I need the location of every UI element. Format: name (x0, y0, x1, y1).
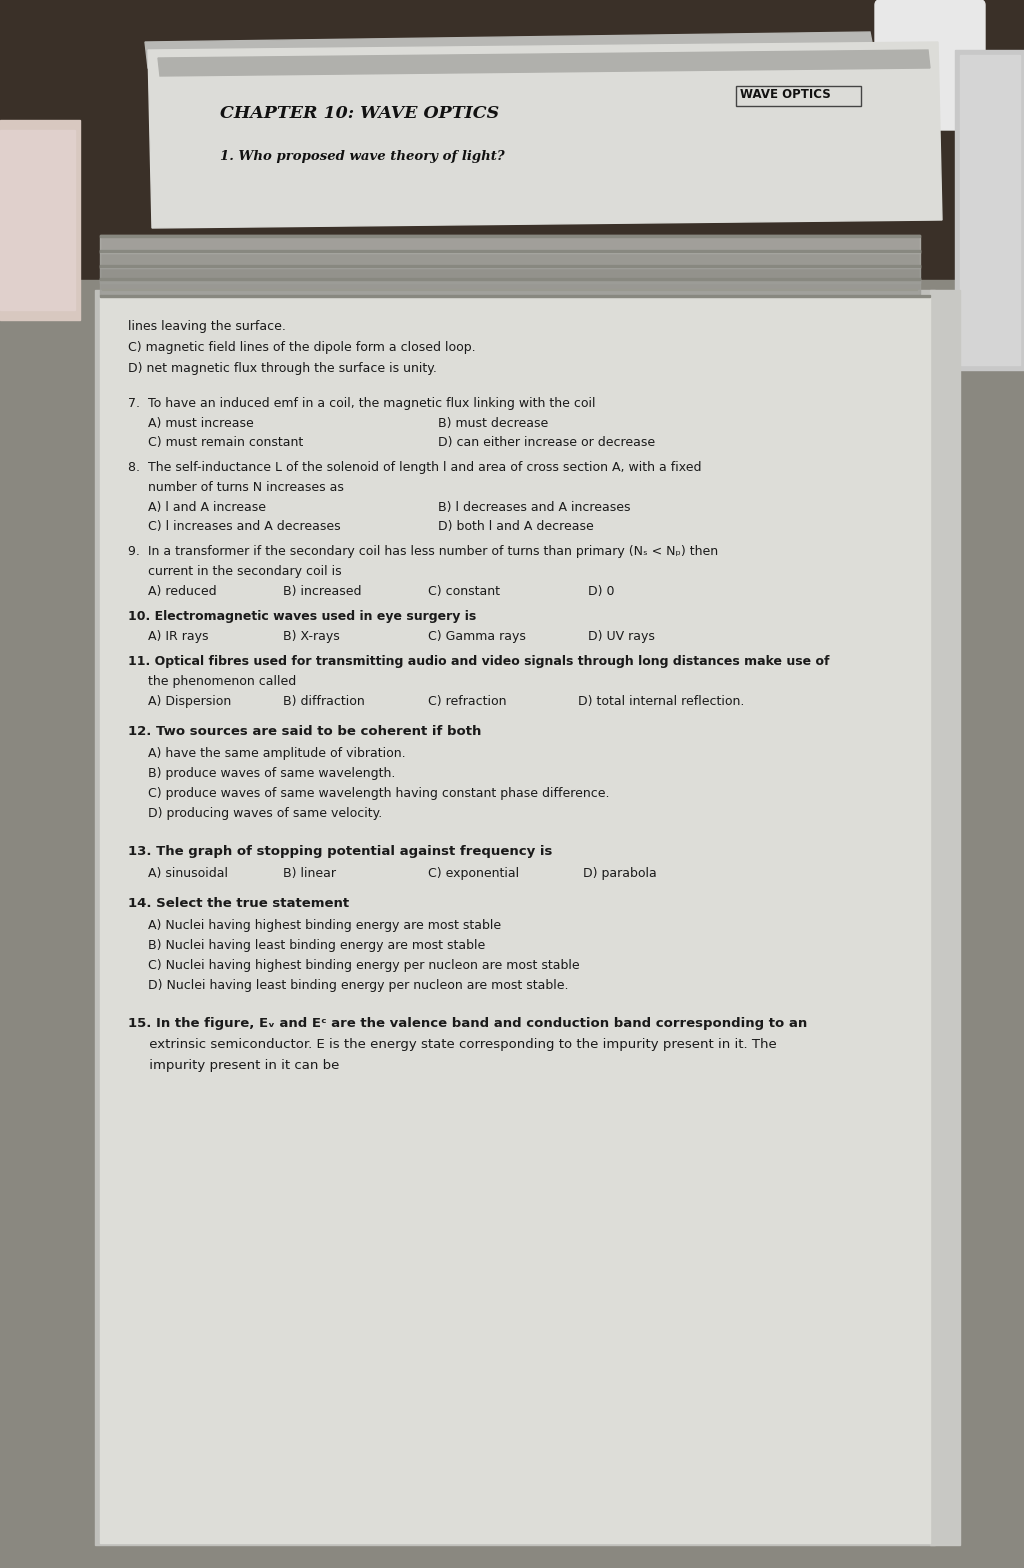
Polygon shape (158, 50, 930, 75)
Text: D) producing waves of same velocity.: D) producing waves of same velocity. (148, 808, 382, 820)
Bar (961, 55, 1020, 365)
Text: WAVE OPTICS: WAVE OPTICS (740, 88, 830, 100)
Bar (0, 0, 1024, 281)
Text: the phenomenon called: the phenomenon called (128, 674, 296, 688)
Text: A) must increase: A) must increase (148, 417, 254, 430)
Text: 11. Optical fibres used for transmitting audio and video signals through long di: 11. Optical fibres used for transmitting… (128, 655, 829, 668)
Text: C) magnetic field lines of the dipole form a closed loop.: C) magnetic field lines of the dipole fo… (128, 340, 475, 354)
Text: 9.  In a transformer if the secondary coil has less number of turns than primary: 9. In a transformer if the secondary coi… (128, 546, 718, 558)
Text: D) can either increase or decrease: D) can either increase or decrease (438, 436, 655, 448)
Bar (736, 86, 861, 107)
Text: B) increased: B) increased (283, 585, 361, 597)
Text: 8.  The self-inductance L of the solenoid of length l and area of cross section : 8. The self-inductance L of the solenoid… (128, 461, 701, 474)
Text: B) Nuclei having least binding energy are most stable: B) Nuclei having least binding energy ar… (148, 939, 485, 952)
FancyBboxPatch shape (874, 0, 985, 130)
Text: B) must decrease: B) must decrease (438, 417, 548, 430)
Text: 12. Two sources are said to be coherent if both: 12. Two sources are said to be coherent … (128, 724, 481, 739)
Text: extrinsic semiconductor. E is the energy state corresponding to the impurity pre: extrinsic semiconductor. E is the energy… (128, 1038, 777, 1051)
Text: C) constant: C) constant (428, 585, 500, 597)
Text: D) Nuclei having least binding energy per nucleon are most stable.: D) Nuclei having least binding energy pe… (148, 978, 568, 993)
Text: lines leaving the surface.: lines leaving the surface. (128, 320, 286, 332)
Text: D) total internal reflection.: D) total internal reflection. (578, 695, 744, 709)
Text: C) Nuclei having highest binding energy per nucleon are most stable: C) Nuclei having highest binding energy … (148, 960, 580, 972)
Text: B) X-rays: B) X-rays (283, 630, 340, 643)
Text: A) reduced: A) reduced (148, 585, 217, 597)
Bar (95, 290, 935, 1544)
Text: D) net magnetic flux through the surface is unity.: D) net magnetic flux through the surface… (128, 362, 437, 375)
Text: 13. The graph of stopping potential against frequency is: 13. The graph of stopping potential agai… (128, 845, 552, 858)
Text: A) have the same amplitude of vibration.: A) have the same amplitude of vibration. (148, 746, 406, 760)
Text: B) diffraction: B) diffraction (283, 695, 365, 709)
Text: C) l increases and A decreases: C) l increases and A decreases (148, 521, 341, 533)
Text: C) produce waves of same wavelength having constant phase difference.: C) produce waves of same wavelength havi… (148, 787, 609, 800)
Text: 15. In the figure, Eᵥ and Eᶜ are the valence band and conduction band correspond: 15. In the figure, Eᵥ and Eᶜ are the val… (128, 1018, 807, 1030)
Text: C) Gamma rays: C) Gamma rays (428, 630, 526, 643)
Bar (955, 50, 1024, 370)
Polygon shape (145, 31, 874, 67)
Text: D) UV rays: D) UV rays (588, 630, 655, 643)
Bar (100, 295, 930, 296)
Text: 7.  To have an induced emf in a coil, the magnetic flux linking with the coil: 7. To have an induced emf in a coil, the… (128, 397, 596, 409)
Text: A) Nuclei having highest binding energy are most stable: A) Nuclei having highest binding energy … (148, 919, 501, 931)
Bar (100, 249, 920, 268)
Text: D) parabola: D) parabola (583, 867, 656, 880)
Text: A) l and A increase: A) l and A increase (148, 502, 266, 514)
Text: CHAPTER 10: WAVE OPTICS: CHAPTER 10: WAVE OPTICS (220, 105, 499, 122)
Text: C) must remain constant: C) must remain constant (148, 436, 303, 448)
Text: current in the secondary coil is: current in the secondary coil is (128, 564, 342, 579)
Bar (930, 290, 961, 1544)
Text: A) Dispersion: A) Dispersion (148, 695, 231, 709)
Bar (100, 295, 930, 1543)
Bar (0, 130, 75, 310)
Text: 1. Who proposed wave theory of light?: 1. Who proposed wave theory of light? (220, 151, 505, 163)
Bar (100, 278, 920, 296)
Text: B) linear: B) linear (283, 867, 336, 880)
Text: 10. Electromagnetic waves used in eye surgery is: 10. Electromagnetic waves used in eye su… (128, 610, 476, 622)
Bar (100, 265, 920, 282)
Text: D) both l and A decrease: D) both l and A decrease (438, 521, 594, 533)
Bar (0, 121, 80, 320)
Text: number of turns N increases as: number of turns N increases as (128, 481, 344, 494)
Text: A) IR rays: A) IR rays (148, 630, 209, 643)
Text: C) refraction: C) refraction (428, 695, 507, 709)
Text: B) produce waves of same wavelength.: B) produce waves of same wavelength. (148, 767, 395, 779)
Bar (100, 235, 920, 252)
Bar (0, 281, 1024, 1568)
Text: B) l decreases and A increases: B) l decreases and A increases (438, 502, 631, 514)
Text: A) sinusoidal: A) sinusoidal (148, 867, 228, 880)
Text: 14. Select the true statement: 14. Select the true statement (128, 897, 349, 909)
Text: D) 0: D) 0 (588, 585, 614, 597)
Polygon shape (148, 42, 942, 227)
Text: C) exponential: C) exponential (428, 867, 519, 880)
Text: impurity present in it can be: impurity present in it can be (128, 1058, 339, 1073)
